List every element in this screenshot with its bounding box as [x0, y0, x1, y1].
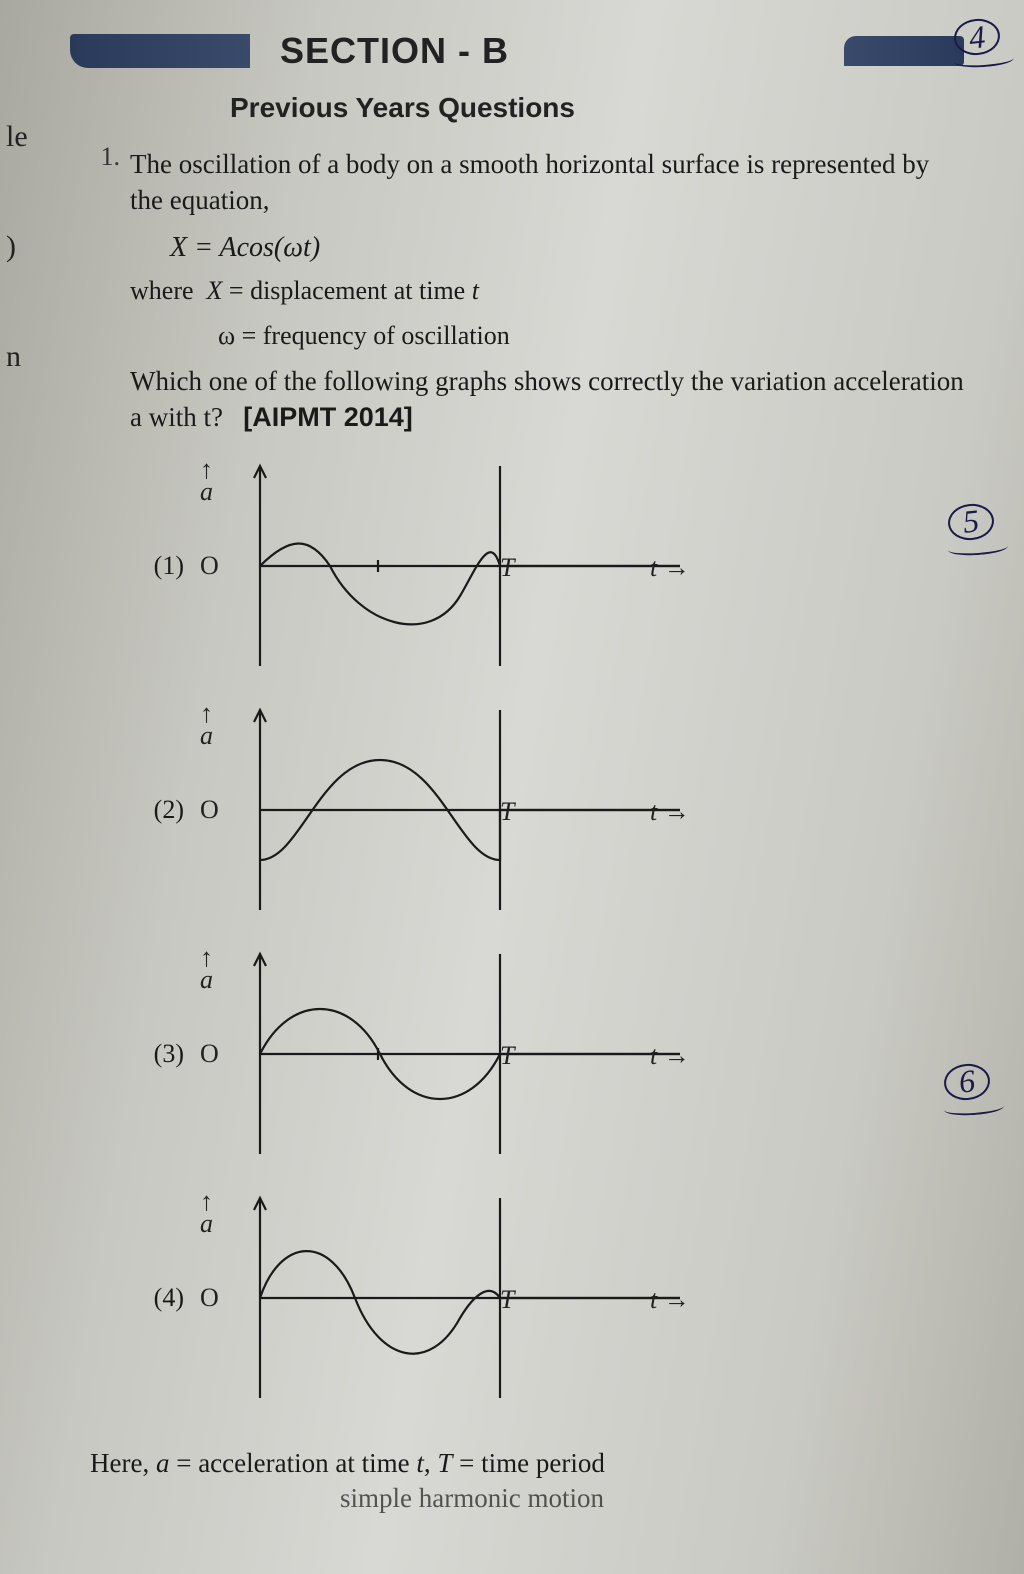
- graph-1: a ↑ O T t →: [200, 446, 700, 686]
- option-label: (1): [130, 548, 190, 583]
- question-block: 1. The oscillation of a body on a smooth…: [90, 142, 964, 1418]
- option-label: (2): [130, 792, 190, 827]
- option-3: (3): [130, 934, 964, 1174]
- exam-tag: [AIPMT 2014]: [243, 402, 413, 432]
- axis-origin: O: [200, 792, 219, 827]
- equation: X = Acos(ωt): [170, 229, 964, 267]
- axis-x-label: t →: [650, 550, 690, 585]
- option-4: (4) a ↑: [130, 1178, 964, 1418]
- option-label: (4): [130, 1280, 190, 1315]
- options: 5 6 (1): [130, 446, 964, 1418]
- graph-3: a ↑ O T t →: [200, 934, 700, 1174]
- question-number: 1.: [90, 142, 120, 172]
- question-line-1: The oscillation of a body on a smooth ho…: [130, 146, 964, 219]
- section-title: SECTION - B: [280, 30, 509, 72]
- where-line-x: where X = displacement at time t: [130, 273, 964, 308]
- graph-4: a ↑ O T t →: [200, 1178, 700, 1418]
- axis-origin: O: [200, 548, 219, 583]
- margin-mark: n: [6, 340, 21, 374]
- option-1: (1): [130, 446, 964, 686]
- axis-T-label: T: [500, 550, 514, 585]
- axis-origin: O: [200, 1280, 219, 1315]
- question-text: The oscillation of a body on a smooth ho…: [130, 142, 964, 1418]
- where-line-omega: ω = frequency of oscillation: [218, 318, 964, 353]
- banner-decoration-right: [844, 36, 964, 66]
- graph-2: a ↑ O T t →: [200, 690, 700, 930]
- axis-T-label: T: [500, 1282, 514, 1317]
- axis-T-label: T: [500, 1038, 514, 1073]
- option-label: (3): [130, 1036, 190, 1071]
- axis-T-label: T: [500, 794, 514, 829]
- footer-cutoff: simple harmonic motion: [340, 1483, 964, 1514]
- margin-mark: ): [6, 230, 16, 264]
- section-banner: SECTION - B: [70, 30, 964, 72]
- option-2: (2) a ↑: [130, 690, 964, 930]
- axis-x-label: t →: [650, 1282, 690, 1317]
- margin-mark: le: [6, 120, 28, 154]
- annotation-number: 4: [967, 17, 987, 55]
- axis-y-arrow: ↑: [200, 452, 213, 487]
- axis-x-label: t →: [650, 794, 690, 829]
- banner-decoration-left: [70, 34, 250, 68]
- axis-y-arrow: ↑: [200, 1184, 213, 1219]
- handwritten-annotation: 4: [954, 18, 1014, 67]
- subtitle: Previous Years Questions: [230, 92, 964, 124]
- page-scan: le ) n 4 SECTION - B Previous Years Ques…: [0, 0, 1024, 1574]
- question-line-2: Which one of the following graphs shows …: [130, 363, 964, 436]
- axis-origin: O: [200, 1036, 219, 1071]
- axis-y-arrow: ↑: [200, 696, 213, 731]
- axis-x-label: t →: [650, 1038, 690, 1073]
- footer-definition: Here, a = acceleration at time t, T = ti…: [90, 1448, 964, 1479]
- axis-y-arrow: ↑: [200, 940, 213, 975]
